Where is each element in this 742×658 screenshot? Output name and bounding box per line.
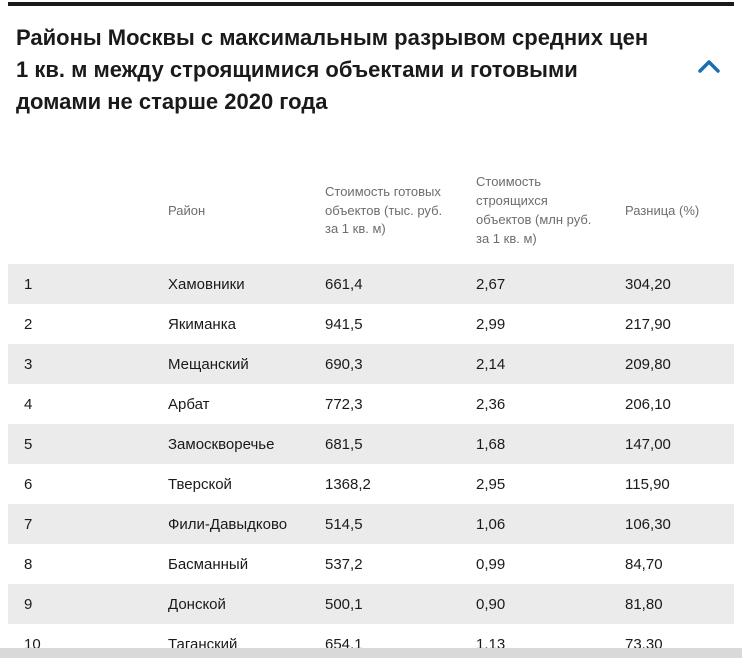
page-title: Районы Москвы с максимальным разрывом ср… [16,25,649,114]
table-cell: 106,30 [625,515,671,533]
table-cell: 1,06 [476,515,506,533]
table-cell: 941,5 [325,315,363,333]
table-cell: 1,68 [476,435,506,453]
table-cell: Фили-Давыдково [168,515,288,533]
column-header-construction-price: Стоимость строящихся объектов (млн руб. … [476,174,592,246]
table-cell: 1368,2 [325,475,371,493]
column-header-finished-price: Стоимость готовых объектов (тыс. руб. за… [325,183,443,237]
bottom-page-background [0,648,742,658]
table-cell: 147,00 [625,435,671,453]
table-cell: 2,14 [476,355,506,373]
table-cell: 2,99 [476,315,506,333]
table-cell: 500,1 [325,595,363,613]
table-cell: 681,5 [325,435,363,453]
table-row: 2 Якиманка 941,5 2,99 217,90 [8,304,734,344]
table-cell: 0,90 [476,595,506,613]
table-cell: Хамовники [168,275,245,293]
table-cell: 6 [24,475,33,493]
table-cell: 5 [24,435,33,453]
table-body: 1 Хамовники 661,4 2,67 304,20 2 Якиманка 941,5 2… [8,264,734,658]
column-header-district: Район [168,202,206,218]
table-row: 6 Тверской 1368,2 2,95 115,90 [8,464,734,504]
table-cell: 8 [24,555,33,573]
table-cell: 209,80 [625,355,671,373]
table-cell: 304,20 [625,275,671,293]
table-row: 9 Донской 500,1 0,90 81,80 [8,584,734,624]
table-cell: 84,70 [625,555,663,573]
table-row: 4 Арбат 772,3 2,36 206,10 [8,384,734,424]
table-row: 8 Басманный 537,2 0,99 84,70 [8,544,734,584]
table-cell: 1 [24,275,33,293]
table-cell: 0,99 [476,555,506,573]
table-cell: 206,10 [625,395,671,413]
table-cell: Донской [168,595,226,613]
chevron-up-icon [697,58,721,77]
table-header-row: Район Стоимость готовых объектов (тыс. р… [8,158,734,264]
table-cell: Мещанский [168,355,249,373]
table-cell: 772,3 [325,395,363,413]
table-row: 3 Мещанский 690,3 2,14 209,80 [8,344,734,384]
districts-table: Район Стоимость готовых объектов (тыс. р… [8,158,734,658]
column-header-difference: Разница (%) [625,202,700,218]
table-cell: Басманный [168,555,249,573]
table-row: 1 Хамовники 661,4 2,67 304,20 [8,264,734,304]
table-cell: 217,90 [625,315,671,333]
table-row: 5 Замоскворечье 681,5 1,68 147,00 [8,424,734,464]
table-cell: 537,2 [325,555,363,573]
table-cell: 4 [24,395,33,413]
table-cell: 690,3 [325,355,363,373]
table-cell: 3 [24,355,33,373]
table-cell: 2,36 [476,395,506,413]
table-cell: 2,67 [476,275,506,293]
table-cell: 2 [24,315,33,333]
table-cell: Якиманка [168,315,236,333]
table-cell: 661,4 [325,275,363,293]
top-divider [8,2,734,6]
table-cell: 2,95 [476,475,506,493]
table-header: Район Стоимость готовых объектов (тыс. р… [8,158,734,264]
table-cell: Тверской [168,475,232,493]
table-cell: 9 [24,595,33,613]
table-cell: 115,90 [625,475,670,493]
table-cell: Арбат [168,395,210,413]
widget-header: Районы Москвы с максимальным разрывом ср… [0,6,742,118]
table-row: 7 Фили-Давыдково 514,5 1,06 106,30 [8,504,734,544]
collapse-button[interactable] [694,52,724,82]
table-cell: 514,5 [325,515,363,533]
column-header-number [8,158,152,264]
table-cell: 81,80 [625,595,663,613]
table-cell: 7 [24,515,33,533]
table-cell: Замоскворечье [168,435,275,453]
